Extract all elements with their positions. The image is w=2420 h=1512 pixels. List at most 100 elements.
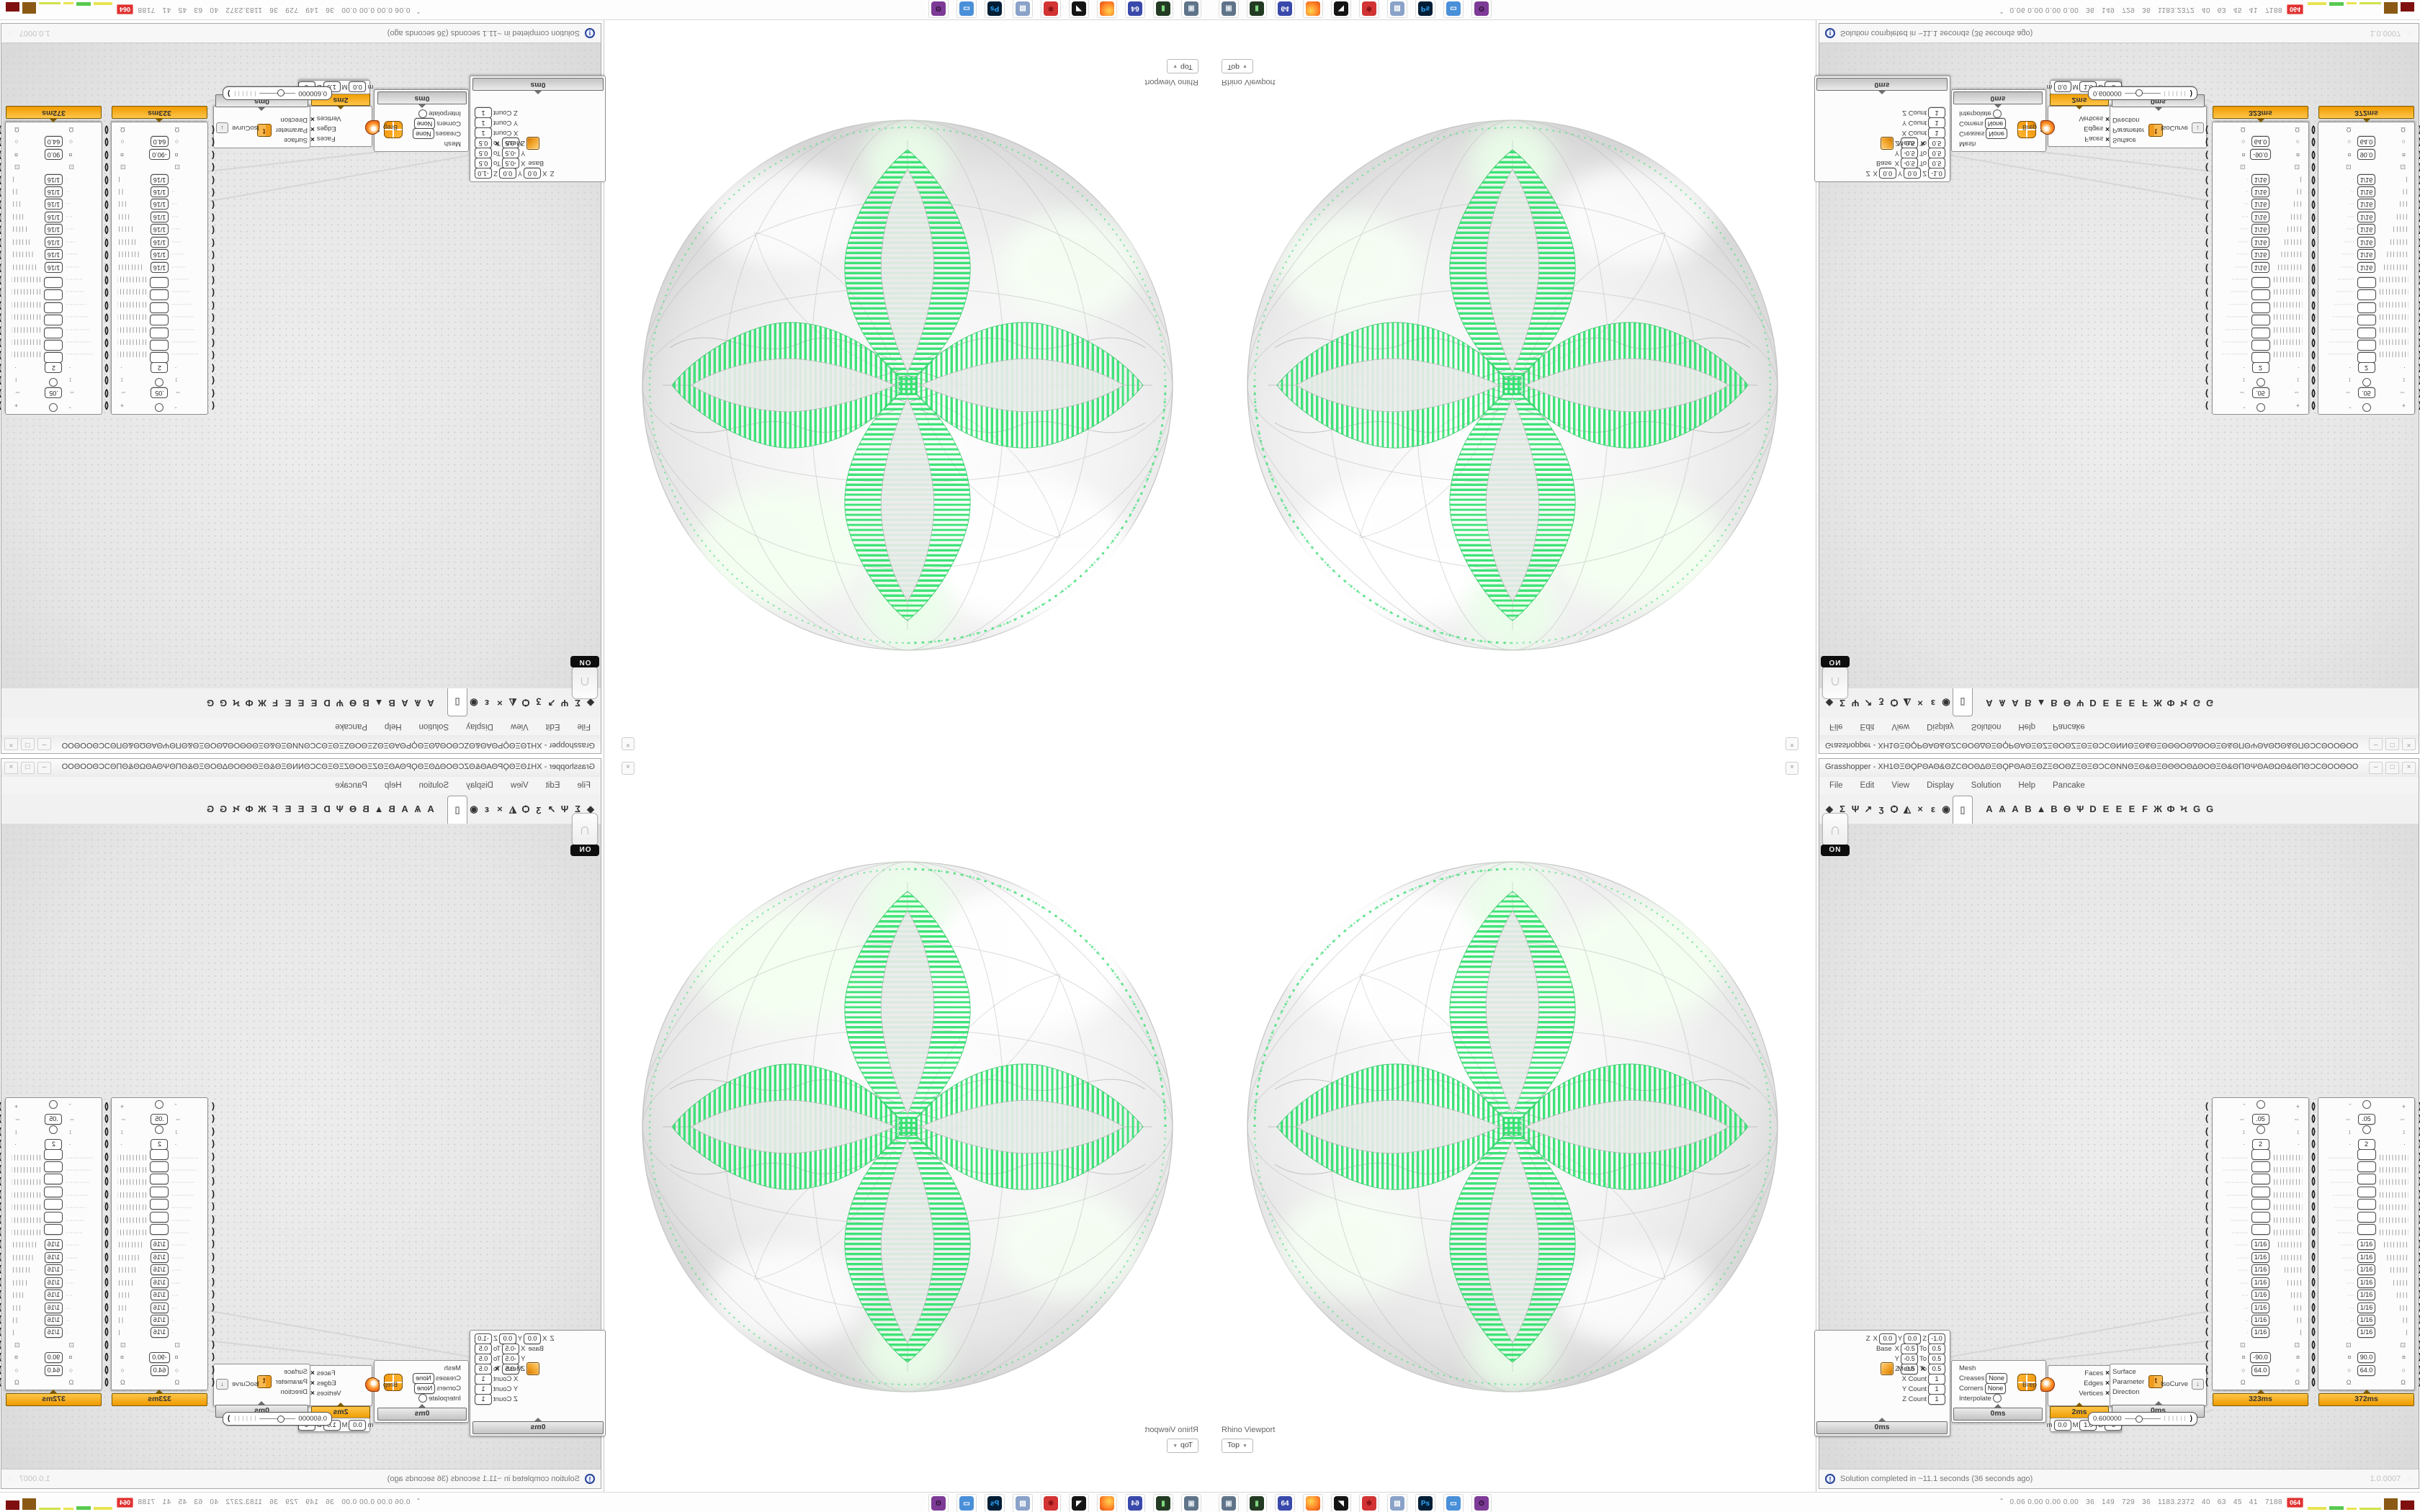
- knob[interactable]: [49, 1125, 58, 1134]
- input-grip[interactable]: (: [212, 1188, 215, 1199]
- input-grip[interactable]: (: [106, 263, 109, 274]
- photoshop-icon[interactable]: Ps: [985, 1494, 1005, 1512]
- seq-row-19[interactable]: (⊡⊡): [2311, 1338, 2420, 1350]
- seq-row-6[interactable]: (··············││││││││││││││): [2311, 1174, 2420, 1187]
- seq-row-8[interactable]: (············││││││││││││): [2311, 1199, 2420, 1212]
- value-capsule[interactable]: -0.5: [1900, 1343, 1918, 1354]
- component-tab-17[interactable]: Ѳ: [349, 803, 357, 814]
- input-grip[interactable]: (: [2311, 1276, 2314, 1287]
- seq-row-3[interactable]: (·2·): [2205, 1138, 2316, 1151]
- component-tab-5[interactable]: Ѻ: [1890, 698, 1899, 709]
- seq-row-20[interactable]: (¤ -90.0 ¤): [2205, 1351, 2316, 1364]
- mesh-input-label[interactable]: Mesh: [444, 1364, 461, 1372]
- value-capsule[interactable]: 1/16: [150, 1314, 169, 1326]
- menu-display[interactable]: Display: [466, 781, 493, 790]
- output-grip[interactable]: ): [2313, 1251, 2316, 1261]
- output-grip[interactable]: ): [0, 313, 1, 323]
- component-tab-24[interactable]: Ж: [258, 803, 266, 814]
- input-grip[interactable]: (: [212, 313, 215, 324]
- component-sequencer-left[interactable]: (ˆ +) (⇔ .05 ⇔)(↕ ↕) (· 2 ·)(················ │││…: [2205, 1097, 2316, 1406]
- output-grip[interactable]: ): [2313, 1338, 2316, 1349]
- value-capsule[interactable]: 1/16: [2357, 1327, 2376, 1338]
- value-capsule[interactable]: 64.0: [2357, 136, 2376, 148]
- input-grip[interactable]: (: [212, 1338, 215, 1349]
- grasshopper-titlebar[interactable]: Grasshopper - XH1ΘΞΘϘΡΘΑΘ&ΘΖϹΘΟΘΔΘΞΘϘΡΘΑ…: [1, 759, 601, 778]
- value-capsule[interactable]: 1/16: [44, 1302, 63, 1313]
- input-grip[interactable]: (: [106, 388, 109, 399]
- base-y-input[interactable]: Y -0.5 To 0.5: [470, 148, 605, 159]
- seq-row-12[interactable]: (·······1/16│││││││): [2205, 249, 2316, 261]
- input-grip[interactable]: (: [212, 251, 215, 261]
- seq-row-17[interactable]: (··1/16││): [2311, 186, 2420, 199]
- output-grip[interactable]: ): [2313, 1151, 2316, 1161]
- y-count-input[interactable]: Y Count 1: [470, 1383, 605, 1395]
- input-grip[interactable]: (: [2205, 1238, 2208, 1249]
- viewport-close-icon[interactable]: ×: [1785, 762, 1798, 775]
- empty-capsule[interactable]: [2251, 1161, 2270, 1173]
- seq-row-5[interactable]: (···············│││││││││││││││): [2311, 1161, 2420, 1174]
- display-settings-icon[interactable]: ▣: [1181, 1494, 1201, 1512]
- input-grip[interactable]: (: [2311, 138, 2314, 148]
- menu-display[interactable]: Display: [1927, 781, 1954, 790]
- file-manager-icon[interactable]: ▤: [1387, 0, 1407, 18]
- value-capsule[interactable]: 1/16: [2251, 249, 2270, 261]
- input-grip[interactable]: (: [212, 1176, 215, 1187]
- resize-grip[interactable]: ∷: [2408, 30, 2413, 37]
- seq-row-10[interactable]: (··········││││││││││): [104, 275, 215, 288]
- output-grip[interactable]: ): [2313, 1326, 2316, 1337]
- resize-grip[interactable]: ∷: [7, 1475, 12, 1482]
- menu-edit[interactable]: Edit: [1860, 781, 1875, 790]
- input-grip[interactable]: (: [2311, 225, 2314, 236]
- component-tab-23[interactable]: F: [272, 698, 278, 709]
- value-capsule[interactable]: 0.5: [475, 158, 492, 169]
- menu-view[interactable]: View: [510, 722, 529, 731]
- seq-row-0[interactable]: (ˆ+): [0, 400, 109, 412]
- output-grip[interactable]: ): [0, 1289, 1, 1299]
- input-grip[interactable]: (: [2205, 212, 2208, 223]
- input-grip[interactable]: (: [2311, 251, 2314, 261]
- minimize-button[interactable]: –: [37, 762, 51, 774]
- tray-expand-icon[interactable]: ˆ: [417, 1498, 420, 1506]
- interpolate-input[interactable]: Interpolate: [375, 1393, 468, 1403]
- value-capsule[interactable]: 2: [151, 361, 169, 373]
- value-capsule[interactable]: 0.0: [1878, 1333, 1896, 1344]
- component-sequencer-left[interactable]: (ˆ +) (⇔ .05 ⇔)(↕ ↕) (· 2 ·)(················ │││…: [104, 1097, 215, 1406]
- component-tab-6[interactable]: ◭: [509, 803, 516, 814]
- component-tab-14[interactable]: B: [388, 698, 395, 709]
- remote-desktop-icon[interactable]: ▭: [956, 1494, 977, 1512]
- component-tab-7[interactable]: ×: [497, 803, 503, 814]
- seq-row-15[interactable]: (····1/16││││): [0, 1288, 109, 1301]
- input-grip[interactable]: (: [2311, 163, 2314, 174]
- seq-row-17[interactable]: (··1/16││): [0, 186, 109, 199]
- grasshopper-titlebar[interactable]: Grasshopper - XH1ΘΞΘϘΡΘΑΘ&ΘΖϹΘΟΘΔΘΞΘϘΡΘΑ…: [1819, 734, 2419, 753]
- file-manager-icon[interactable]: ▤: [1013, 0, 1033, 18]
- value-capsule[interactable]: 1/16: [2357, 1239, 2376, 1251]
- component-tab-2[interactable]: Ψ: [1851, 803, 1860, 814]
- output-grip[interactable]: ): [0, 1138, 1, 1148]
- value-capsule[interactable]: 1: [475, 127, 492, 139]
- seq-row-7[interactable]: (·············│││││││││││││): [0, 312, 109, 326]
- seq-row-2[interactable]: (↕↕): [2311, 375, 2420, 387]
- recorder-icon[interactable]: ▮: [1247, 0, 1267, 18]
- component-tab-22[interactable]: E: [284, 803, 292, 814]
- seq-row-5[interactable]: (···············│││││││││││││││): [2311, 338, 2420, 351]
- output-grip[interactable]: ): [2190, 1415, 2192, 1423]
- component-tab-23[interactable]: F: [2142, 698, 2148, 709]
- value-capsule[interactable]: None: [1986, 1372, 2007, 1384]
- seq-row-6[interactable]: (··············││││││││││││││): [2205, 1174, 2316, 1187]
- component-tab-11[interactable]: A: [427, 698, 434, 709]
- seq-row-18[interactable]: (·1/16│): [2205, 174, 2316, 186]
- value-capsule[interactable]: -0.5: [1900, 158, 1918, 169]
- output-grip[interactable]: ): [0, 251, 1, 261]
- output-grip[interactable]: ): [2419, 1226, 2420, 1236]
- seq-row-9[interactable]: (···········│││││││││││): [0, 1211, 109, 1225]
- minimize-button[interactable]: –: [2369, 762, 2383, 774]
- input-grip[interactable]: (: [2205, 1289, 2208, 1300]
- component-isocurve[interactable]: Surface Parameter t Direction IsoCurve ↓…: [2110, 1364, 2207, 1418]
- input-grip[interactable]: (: [2205, 338, 2208, 348]
- empty-capsule[interactable]: [44, 352, 63, 364]
- empty-capsule[interactable]: [150, 327, 169, 338]
- input-grip[interactable]: (: [2311, 1351, 2314, 1362]
- value-capsule[interactable]: 0.0: [498, 168, 516, 179]
